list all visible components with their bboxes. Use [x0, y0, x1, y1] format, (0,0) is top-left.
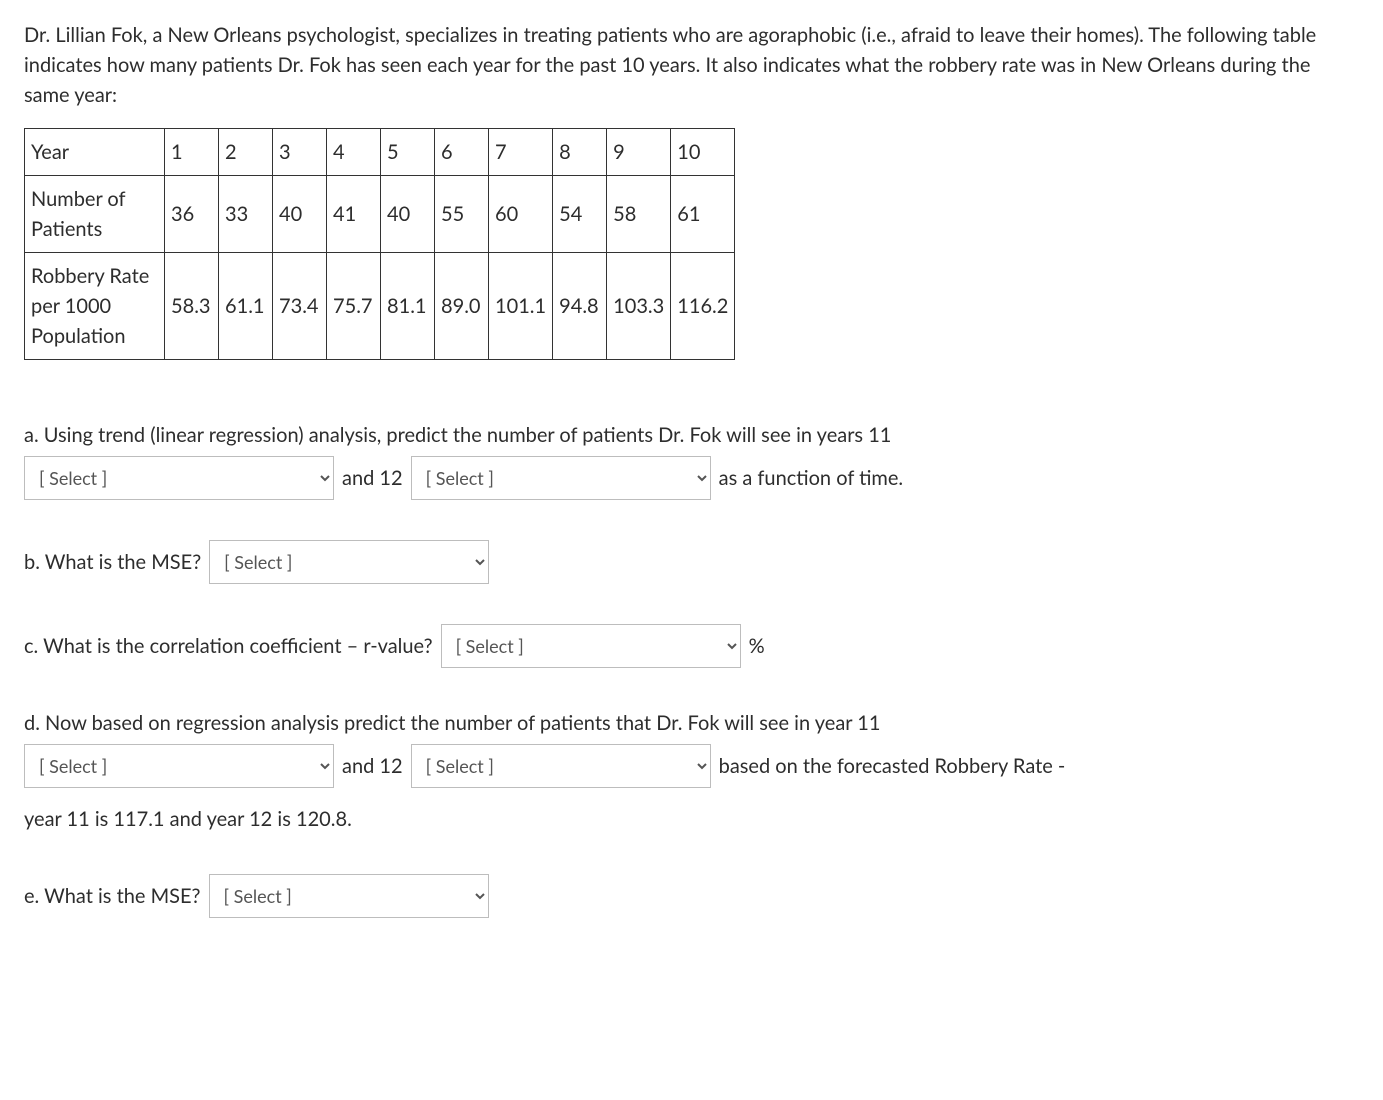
robbery-cell: 103.3 [607, 253, 671, 360]
table-row-patients: Number of Patients 36 33 40 41 40 55 60 … [25, 176, 735, 253]
question-e: e. What is the MSE? [ Select ] [24, 874, 1359, 918]
question-c-text: c. What is the correlation coefficient –… [24, 631, 433, 661]
patients-cell: 58 [607, 176, 671, 253]
question-a-select-2[interactable]: [ Select ] [411, 456, 711, 500]
question-b: b. What is the MSE? [ Select ] [24, 540, 1359, 584]
patients-cell: 36 [165, 176, 219, 253]
robbery-cell: 89.0 [435, 253, 489, 360]
robbery-cell: 116.2 [671, 253, 735, 360]
table-row-robbery: Robbery Rate per 1000 Population 58.3 61… [25, 253, 735, 360]
patients-cell: 55 [435, 176, 489, 253]
question-d-tail: based on the forecasted Robbery Rate - [719, 751, 1066, 781]
intro-paragraph: Dr. Lillian Fok, a New Orleans psycholog… [24, 20, 1359, 110]
year-cell: 5 [381, 129, 435, 176]
question-d: d. Now based on regression analysis pred… [24, 708, 1359, 834]
question-d-select-2[interactable]: [ Select ] [411, 744, 711, 788]
question-d-line2: year 11 is 117.1 and year 12 is 120.8. [24, 804, 1359, 834]
question-c-select[interactable]: [ Select ] [441, 624, 741, 668]
patients-cell: 60 [489, 176, 553, 253]
patients-cell: 61 [671, 176, 735, 253]
question-e-select[interactable]: [ Select ] [209, 874, 489, 918]
table-row-year: Year 1 2 3 4 5 6 7 8 9 10 [25, 129, 735, 176]
robbery-cell: 101.1 [489, 253, 553, 360]
question-c: c. What is the correlation coefficient –… [24, 624, 1359, 668]
year-label: Year [25, 129, 165, 176]
patients-cell: 54 [553, 176, 607, 253]
year-cell: 1 [165, 129, 219, 176]
question-d-select-1[interactable]: [ Select ] [24, 744, 334, 788]
question-a-select-1[interactable]: [ Select ] [24, 456, 334, 500]
patients-cell: 41 [327, 176, 381, 253]
question-a: a. Using trend (linear regression) analy… [24, 420, 1359, 500]
question-d-text: d. Now based on regression analysis pred… [24, 708, 1359, 738]
robbery-cell: 75.7 [327, 253, 381, 360]
question-a-text: a. Using trend (linear regression) analy… [24, 420, 1359, 450]
patients-cell: 33 [219, 176, 273, 253]
question-a-mid: and 12 [342, 463, 403, 493]
year-cell: 4 [327, 129, 381, 176]
patients-cell: 40 [273, 176, 327, 253]
robbery-cell: 81.1 [381, 253, 435, 360]
question-e-text: e. What is the MSE? [24, 881, 201, 911]
year-cell: 3 [273, 129, 327, 176]
robbery-label: Robbery Rate per 1000 Population [25, 253, 165, 360]
year-cell: 10 [671, 129, 735, 176]
year-cell: 7 [489, 129, 553, 176]
data-table: Year 1 2 3 4 5 6 7 8 9 10 Number of Pati… [24, 128, 735, 360]
question-b-text: b. What is the MSE? [24, 547, 201, 577]
robbery-cell: 73.4 [273, 253, 327, 360]
robbery-cell: 58.3 [165, 253, 219, 360]
question-d-mid: and 12 [342, 751, 403, 781]
year-cell: 8 [553, 129, 607, 176]
patients-label: Number of Patients [25, 176, 165, 253]
year-cell: 9 [607, 129, 671, 176]
question-c-tail: % [749, 631, 765, 661]
robbery-cell: 94.8 [553, 253, 607, 360]
patients-cell: 40 [381, 176, 435, 253]
year-cell: 6 [435, 129, 489, 176]
robbery-cell: 61.1 [219, 253, 273, 360]
question-a-tail: as a function of time. [719, 463, 904, 493]
year-cell: 2 [219, 129, 273, 176]
question-b-select[interactable]: [ Select ] [209, 540, 489, 584]
